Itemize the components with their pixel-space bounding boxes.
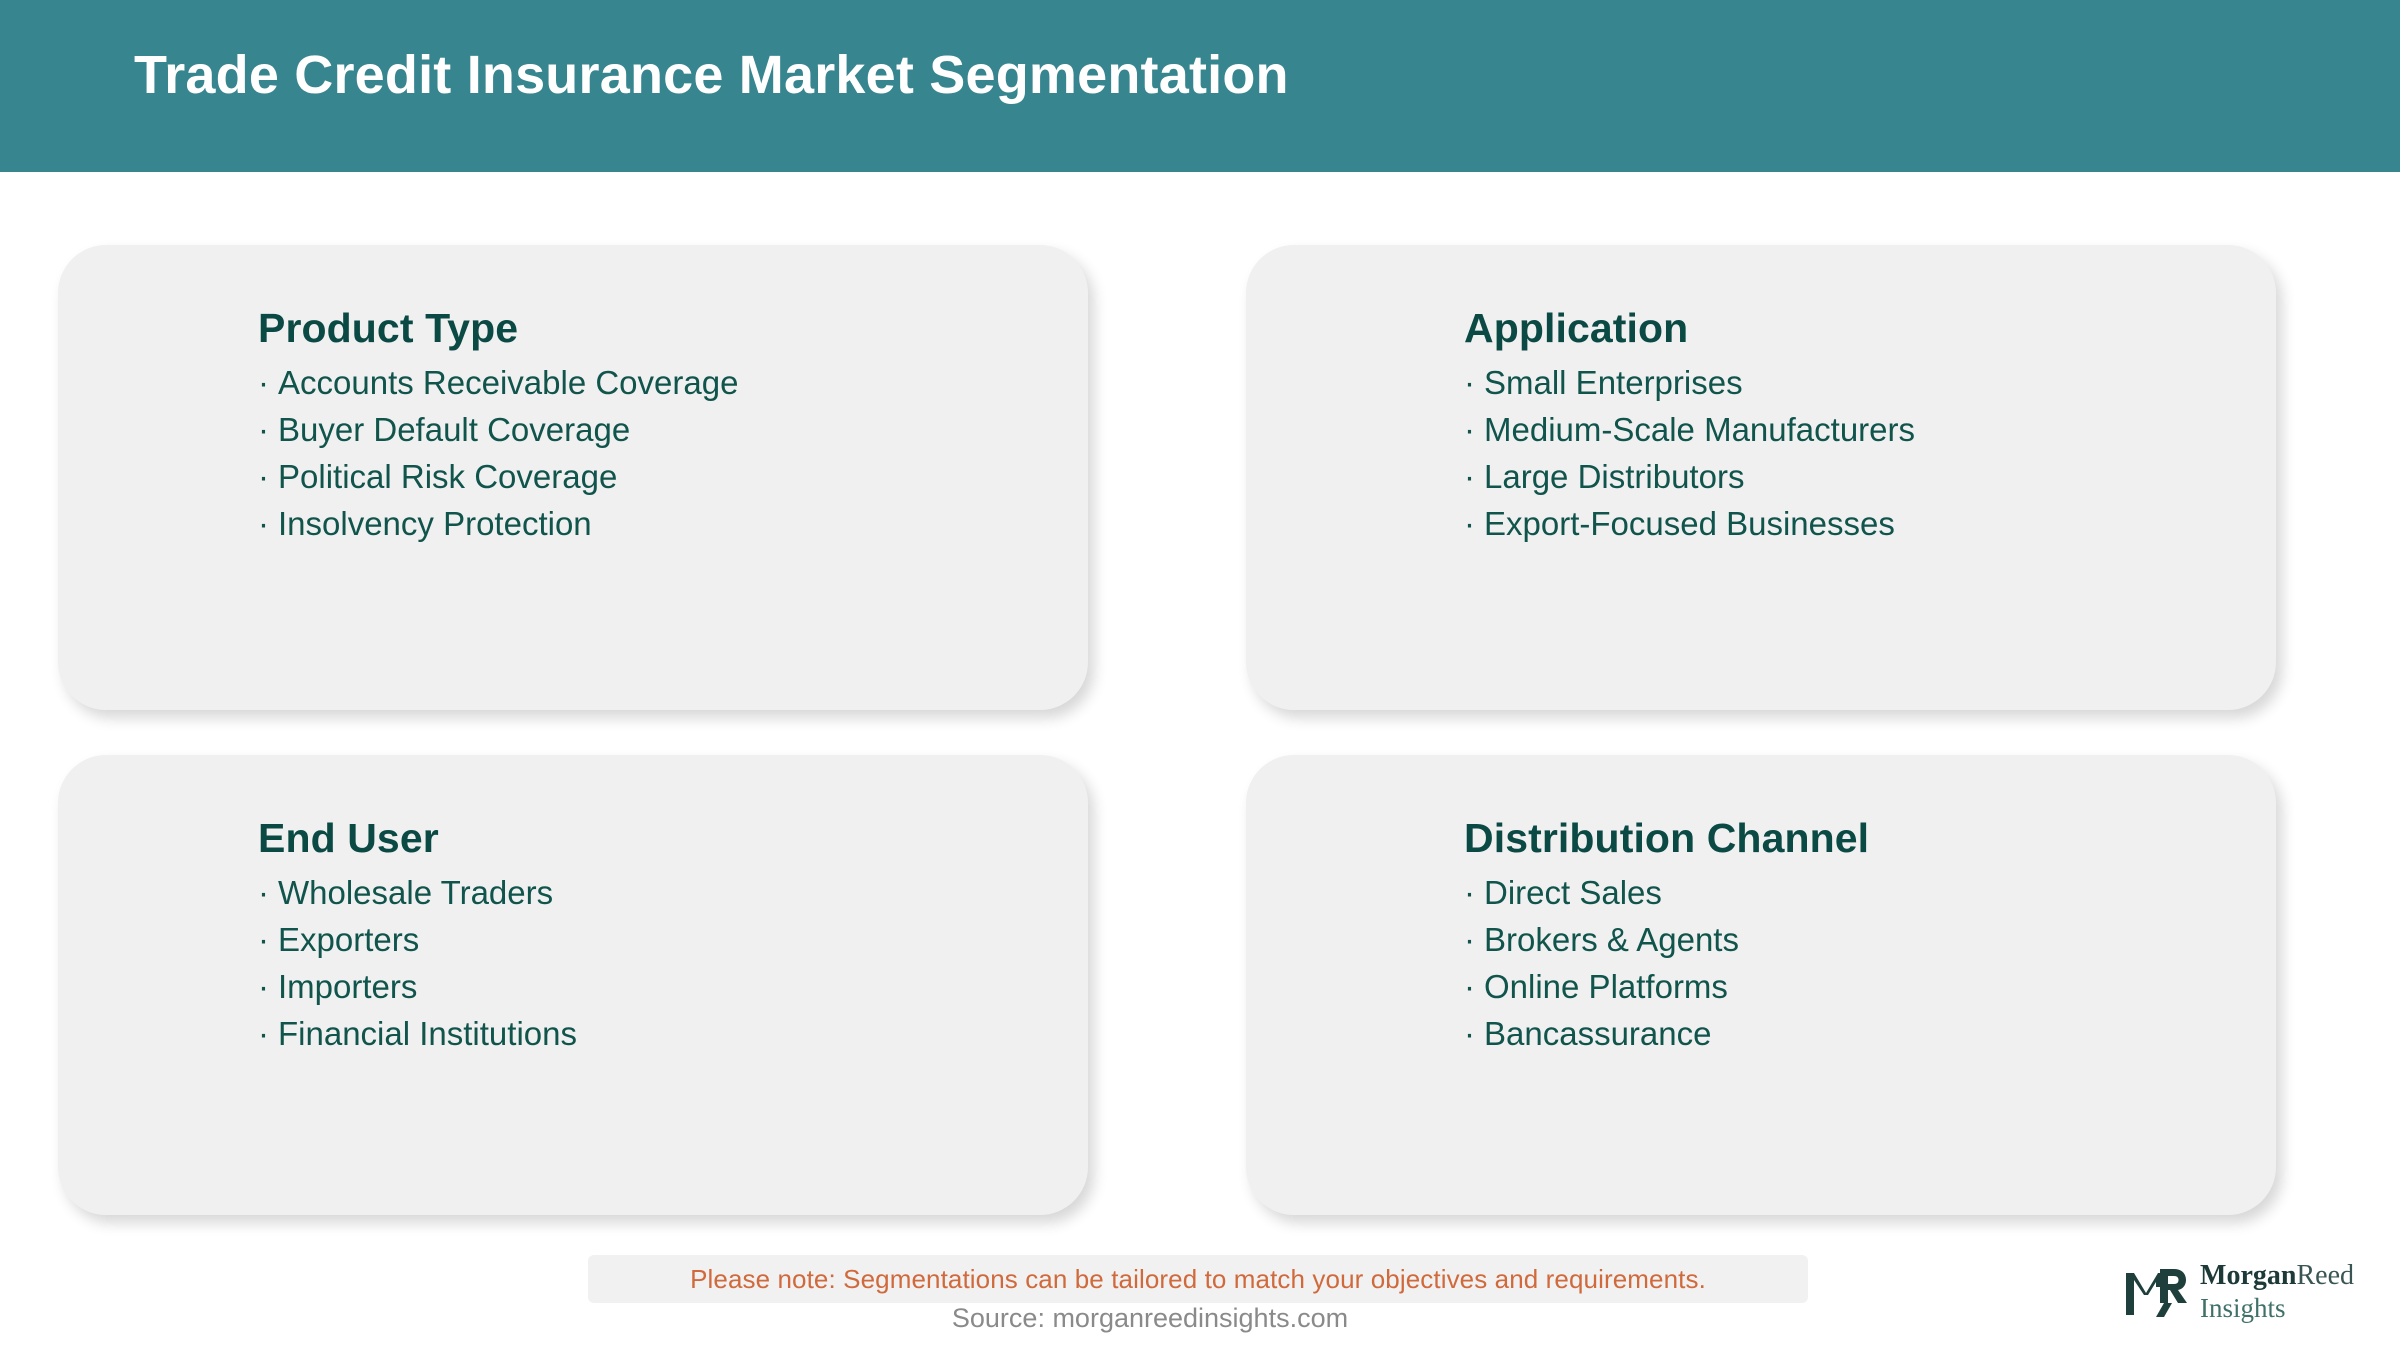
list-item: · Financial Institutions — [258, 1011, 1018, 1058]
list-item: · Large Distributors — [1464, 454, 2206, 501]
logo-name-bold: Morgan — [2200, 1260, 2297, 1291]
list-item-label: Exporters — [278, 921, 420, 959]
disclaimer-note-text: Please note: Segmentations can be tailor… — [690, 1263, 1706, 1294]
bullet-icon: · — [258, 1014, 269, 1052]
bullet-icon: · — [1464, 1014, 1475, 1052]
list-item: · Insolvency Protection — [258, 501, 1018, 548]
logo-wordmark: MorganReed Insights — [2200, 1262, 2354, 1322]
list-item: · Brokers & Agents — [1464, 917, 2206, 964]
list-item-label: Accounts Receivable Coverage — [278, 364, 739, 402]
list-item-label: Online Platforms — [1484, 967, 1728, 1005]
brand-logo: MorganReed Insights — [2124, 1262, 2354, 1322]
segment-card-end-user[interactable]: End User · Wholesale Traders · Exporters ·… — [58, 755, 1088, 1215]
card-title: Distribution Channel — [1464, 815, 1870, 861]
bullet-icon: · — [258, 411, 269, 449]
list-item: · Buyer Default Coverage — [258, 407, 1018, 454]
card-item-list: · Wholesale Traders · Exporters · Importers… — [258, 870, 1018, 1057]
list-item: · Small Enterprises — [1464, 360, 2206, 407]
bullet-icon: · — [1464, 411, 1475, 449]
bullet-icon: · — [1464, 364, 1475, 402]
list-item-label: Buyer Default Coverage — [278, 411, 631, 449]
page-header: Trade Credit Insurance Market Segmentati… — [0, 0, 2400, 172]
list-item-label: Political Risk Coverage — [278, 457, 618, 495]
card-item-list: · Accounts Receivable Coverage · Buyer Def… — [258, 360, 1018, 547]
segment-card-application[interactable]: Application · Small Enterprises · Medium-S… — [1246, 245, 2276, 710]
list-item-label: Direct Sales — [1484, 874, 1662, 912]
list-item: · Wholesale Traders — [258, 870, 1018, 917]
list-item-label: Small Enterprises — [1484, 364, 1743, 402]
bullet-icon: · — [258, 921, 269, 959]
list-item: · Medium-Scale Manufacturers — [1464, 407, 2206, 454]
list-item-label: Wholesale Traders — [278, 874, 554, 912]
logo-name: MorganReed — [2200, 1262, 2354, 1290]
list-item-label: Importers — [278, 967, 418, 1005]
list-item: · Accounts Receivable Coverage — [258, 360, 1018, 407]
card-title: Application — [1464, 305, 1689, 351]
bullet-icon: · — [1464, 921, 1475, 959]
list-item: · Bancassurance — [1464, 1011, 2206, 1058]
list-item-label: Insolvency Protection — [278, 504, 592, 542]
list-item-label: Medium-Scale Manufacturers — [1484, 411, 1915, 449]
list-item-label: Brokers & Agents — [1484, 921, 1739, 959]
segment-card-distribution-channel[interactable]: Distribution Channel · Direct Sales · Brok… — [1246, 755, 2276, 1215]
segmentation-card-grid: Product Type · Accounts Receivable Covera… — [58, 245, 2342, 1215]
logo-subtitle: Insights — [2200, 1293, 2286, 1323]
list-item: · Exporters — [258, 917, 1018, 964]
page-title: Trade Credit Insurance Market Segmentati… — [134, 45, 1289, 105]
bullet-icon: · — [258, 457, 269, 495]
list-item: · Political Risk Coverage — [258, 454, 1018, 501]
disclaimer-note: Please note: Segmentations can be tailor… — [588, 1255, 1808, 1303]
bullet-icon: · — [1464, 504, 1475, 542]
logo-name-light: Reed — [2296, 1260, 2354, 1291]
bullet-icon: · — [1464, 967, 1475, 1005]
card-title: Product Type — [258, 305, 519, 351]
list-item: · Export-Focused Businesses — [1464, 501, 2206, 548]
source-label: Source: morganreedinsights.com — [951, 1303, 1349, 1333]
list-item-label: Bancassurance — [1484, 1014, 1712, 1052]
card-item-list: · Small Enterprises · Medium-Scale Manufac… — [1464, 360, 2206, 547]
bullet-icon: · — [258, 874, 269, 912]
bullet-icon: · — [258, 364, 269, 402]
card-item-list: · Direct Sales · Brokers & Agents · Online … — [1464, 870, 2206, 1057]
list-item: · Importers — [258, 964, 1018, 1011]
bullet-icon: · — [1464, 457, 1475, 495]
list-item-label: Export-Focused Businesses — [1484, 504, 1895, 542]
list-item-label: Large Distributors — [1484, 457, 1745, 495]
mr-monogram-icon — [2126, 1269, 2188, 1317]
bullet-icon: · — [258, 504, 269, 542]
bullet-icon: · — [258, 967, 269, 1005]
bullet-icon: · — [1464, 874, 1475, 912]
list-item: · Direct Sales — [1464, 870, 2206, 917]
card-title: End User — [258, 815, 439, 861]
segment-card-product-type[interactable]: Product Type · Accounts Receivable Covera… — [58, 245, 1088, 710]
list-item-label: Financial Institutions — [278, 1014, 577, 1052]
list-item: · Online Platforms — [1464, 964, 2206, 1011]
